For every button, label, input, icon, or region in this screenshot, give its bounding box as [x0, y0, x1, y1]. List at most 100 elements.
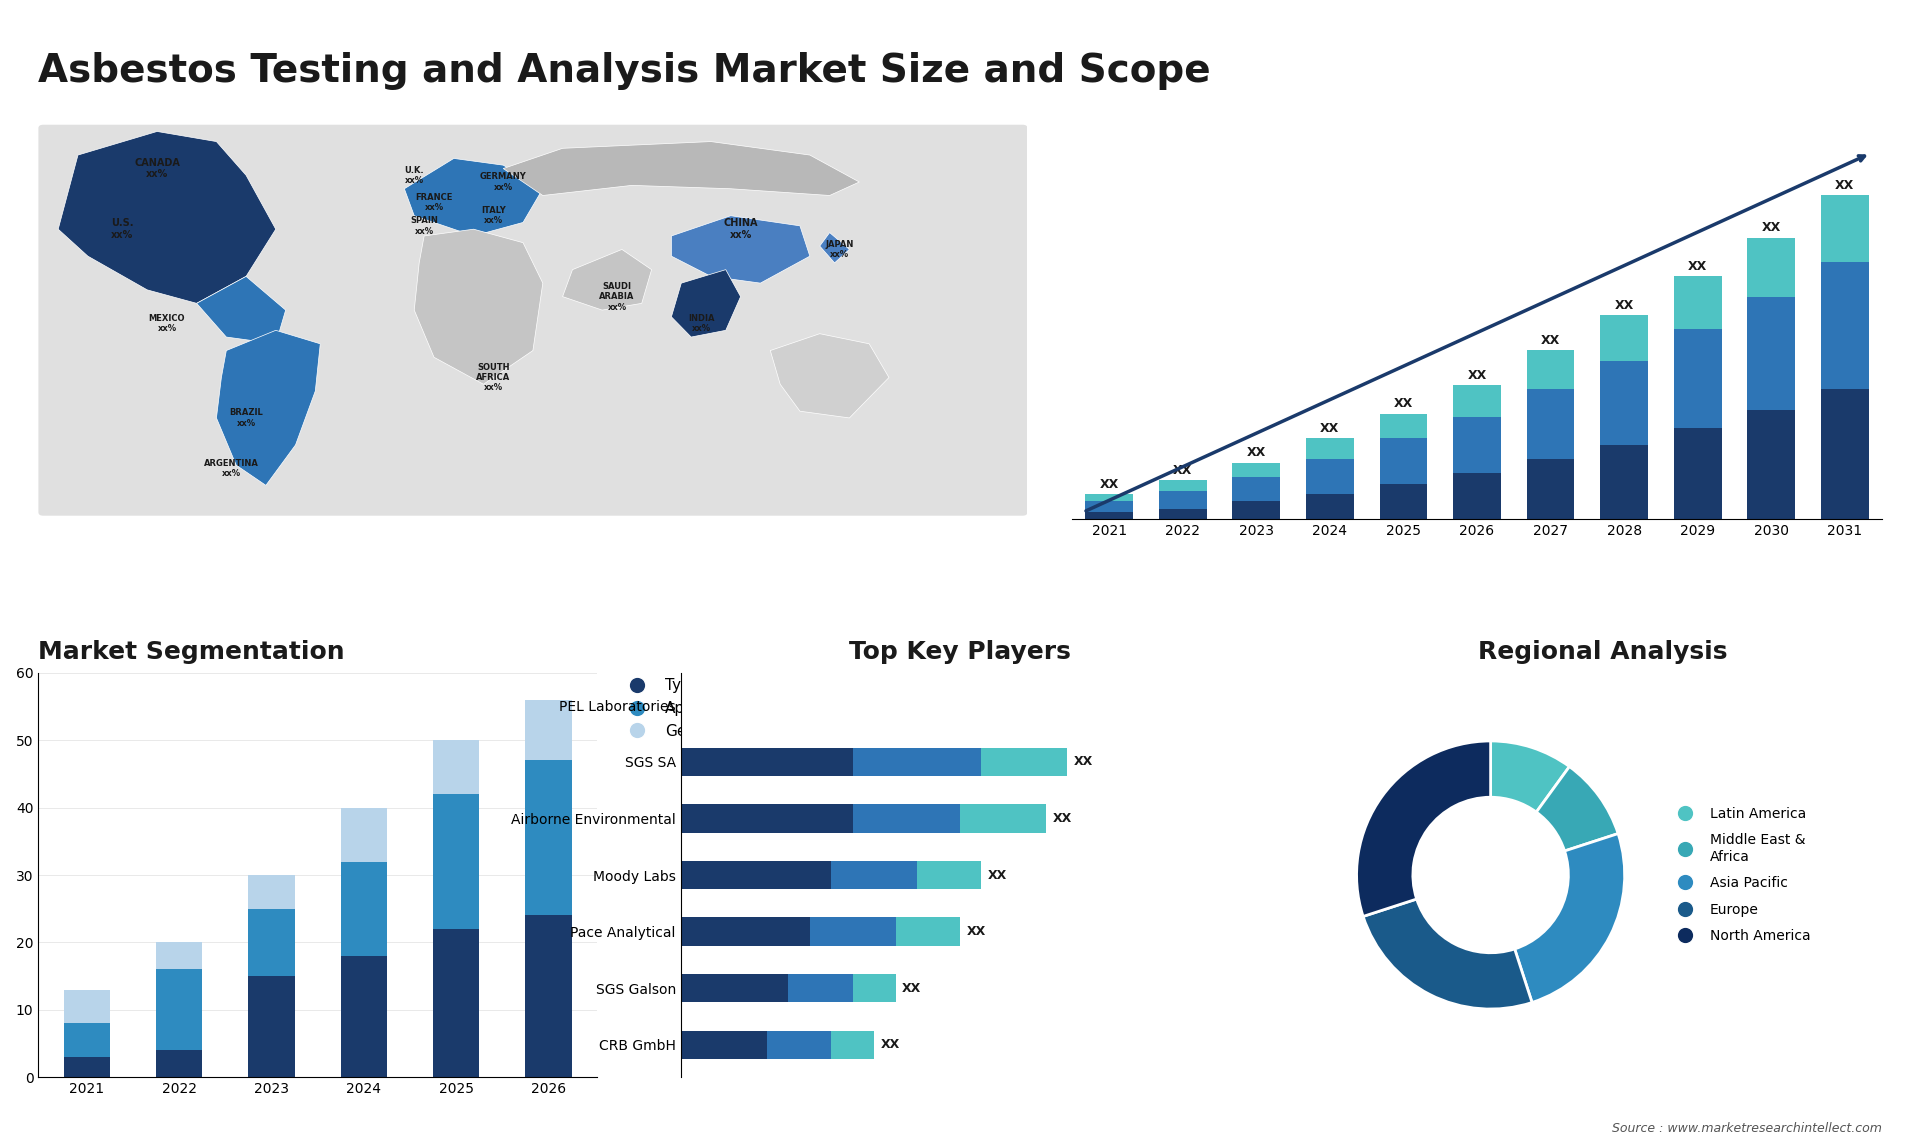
- Polygon shape: [563, 250, 651, 311]
- Text: XX: XX: [1246, 446, 1265, 460]
- Bar: [682, 861, 831, 889]
- Text: XX: XX: [881, 1038, 900, 1051]
- Bar: [1747, 410, 1795, 519]
- Bar: [852, 974, 895, 1003]
- Polygon shape: [217, 330, 321, 486]
- Bar: [766, 1030, 831, 1059]
- Bar: [1380, 484, 1427, 519]
- Polygon shape: [405, 158, 543, 236]
- Bar: [1306, 494, 1354, 519]
- FancyBboxPatch shape: [38, 125, 1027, 516]
- Bar: [1747, 298, 1795, 410]
- Bar: [1599, 315, 1647, 361]
- Text: XX: XX: [1763, 221, 1782, 234]
- Text: XX: XX: [1321, 422, 1340, 434]
- Bar: [340, 808, 388, 862]
- Bar: [156, 1050, 202, 1077]
- Bar: [434, 929, 480, 1077]
- Text: XX: XX: [1467, 369, 1486, 382]
- Bar: [1674, 276, 1722, 329]
- Bar: [1233, 502, 1281, 519]
- Text: Market Segmentation: Market Segmentation: [38, 639, 346, 664]
- Legend: Type, Application, Geography: Type, Application, Geography: [616, 673, 756, 745]
- Bar: [787, 974, 852, 1003]
- Text: MARKET: MARKET: [1722, 56, 1772, 65]
- Bar: [895, 918, 960, 945]
- Text: FRANCE
xx%: FRANCE xx%: [415, 193, 453, 212]
- Bar: [1380, 438, 1427, 484]
- Text: SPAIN
xx%: SPAIN xx%: [411, 217, 438, 236]
- Bar: [682, 1030, 766, 1059]
- Bar: [1306, 460, 1354, 494]
- Bar: [156, 970, 202, 1050]
- Bar: [831, 861, 918, 889]
- Bar: [1085, 502, 1133, 512]
- Bar: [434, 740, 480, 794]
- Bar: [960, 804, 1046, 833]
- Bar: [1674, 427, 1722, 519]
- Text: XX: XX: [966, 925, 985, 939]
- Bar: [1747, 237, 1795, 298]
- Bar: [63, 1057, 109, 1077]
- Bar: [340, 956, 388, 1077]
- Bar: [248, 909, 294, 976]
- Title: Regional Analysis: Regional Analysis: [1478, 639, 1728, 664]
- Text: RESEARCH: RESEARCH: [1722, 76, 1786, 85]
- Polygon shape: [415, 229, 543, 384]
- Bar: [434, 794, 480, 929]
- Text: ARGENTINA
xx%: ARGENTINA xx%: [204, 458, 259, 478]
- Text: XX: XX: [1615, 299, 1634, 312]
- Bar: [63, 1023, 109, 1057]
- Bar: [526, 700, 572, 761]
- Bar: [526, 916, 572, 1077]
- Legend: Latin America, Middle East &
Africa, Asia Pacific, Europe, North America: Latin America, Middle East & Africa, Asi…: [1665, 801, 1816, 949]
- Bar: [1820, 388, 1868, 519]
- Text: XX: XX: [1688, 260, 1707, 273]
- Text: XX: XX: [902, 982, 922, 995]
- Bar: [1599, 445, 1647, 519]
- Polygon shape: [672, 215, 810, 283]
- Bar: [1526, 388, 1574, 460]
- Bar: [1820, 196, 1868, 262]
- Text: GERMANY
xx%: GERMANY xx%: [480, 172, 526, 191]
- Bar: [1526, 460, 1574, 519]
- Bar: [810, 918, 895, 945]
- Bar: [1160, 480, 1206, 490]
- Text: SOUTH
AFRICA
xx%: SOUTH AFRICA xx%: [476, 362, 511, 392]
- Bar: [340, 862, 388, 956]
- Polygon shape: [770, 333, 889, 418]
- Bar: [852, 804, 960, 833]
- Text: XX: XX: [1394, 397, 1413, 410]
- Bar: [1526, 351, 1574, 388]
- Bar: [682, 804, 852, 833]
- Text: INTELLECT: INTELLECT: [1722, 95, 1786, 104]
- Bar: [1233, 477, 1281, 502]
- Bar: [1085, 494, 1133, 502]
- Bar: [852, 747, 981, 776]
- Text: Source : www.marketresearchintellect.com: Source : www.marketresearchintellect.com: [1611, 1122, 1882, 1135]
- Bar: [248, 876, 294, 909]
- Text: U.K.
xx%: U.K. xx%: [405, 165, 424, 185]
- Bar: [526, 761, 572, 916]
- Polygon shape: [196, 276, 286, 344]
- Text: Asbestos Testing and Analysis Market Size and Scope: Asbestos Testing and Analysis Market Siz…: [38, 52, 1212, 89]
- Bar: [1380, 414, 1427, 438]
- Bar: [1453, 385, 1501, 417]
- Text: XX: XX: [1073, 755, 1092, 768]
- Text: XX: XX: [1836, 179, 1855, 193]
- Bar: [1674, 329, 1722, 427]
- Bar: [248, 976, 294, 1077]
- Bar: [1820, 262, 1868, 388]
- Polygon shape: [672, 269, 741, 337]
- Bar: [831, 1030, 874, 1059]
- Polygon shape: [820, 233, 849, 262]
- Bar: [1453, 473, 1501, 519]
- Text: BRAZIL
xx%: BRAZIL xx%: [228, 408, 263, 427]
- Text: CHINA
xx%: CHINA xx%: [724, 219, 758, 240]
- Title: Top Key Players: Top Key Players: [849, 639, 1071, 664]
- Text: ITALY
xx%: ITALY xx%: [482, 206, 505, 226]
- Bar: [981, 747, 1068, 776]
- Text: XX: XX: [1100, 478, 1119, 490]
- Text: MEXICO
xx%: MEXICO xx%: [148, 314, 184, 333]
- Bar: [1233, 463, 1281, 477]
